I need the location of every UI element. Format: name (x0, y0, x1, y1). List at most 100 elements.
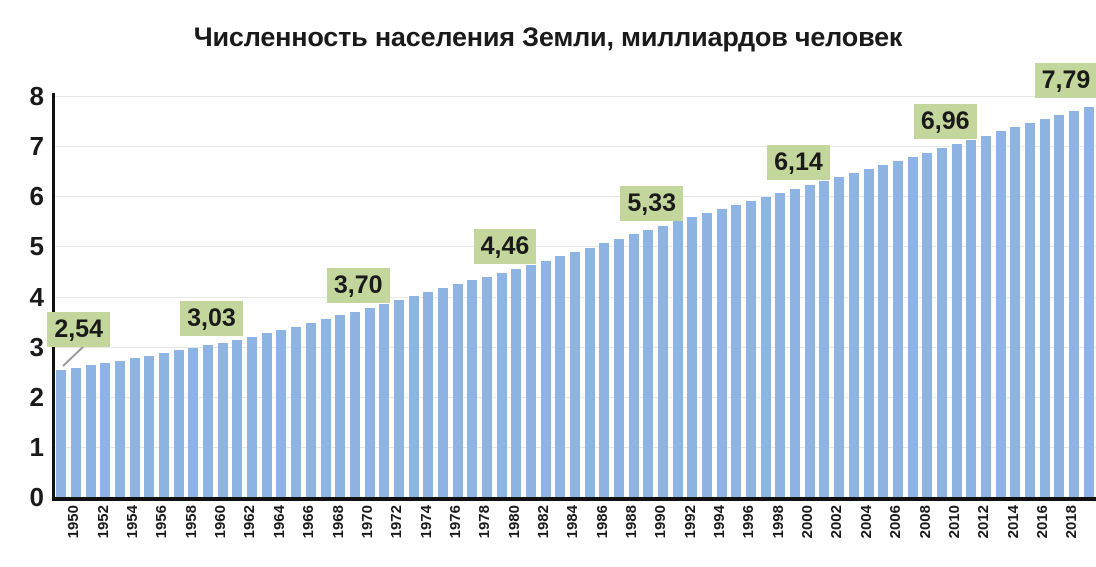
x-axis-tick-label: 1986 (593, 505, 611, 539)
bar (85, 365, 96, 497)
bar (1083, 106, 1094, 497)
x-axis-tick-label: 1952 (94, 505, 112, 539)
x-axis-tick-label: 1966 (300, 505, 318, 539)
bar (56, 369, 67, 497)
bar (1010, 127, 1021, 497)
bar (159, 352, 170, 497)
x-axis-tick-label: 2008 (916, 505, 934, 539)
bar (247, 336, 258, 497)
bar (907, 156, 918, 497)
bar (760, 197, 771, 497)
bar (599, 243, 610, 497)
x-axis-tick-label: 2012 (975, 505, 993, 539)
bar (423, 292, 434, 497)
bar (966, 139, 977, 497)
bar (511, 269, 522, 497)
bar (922, 152, 933, 497)
bar (129, 358, 140, 497)
y-axis-tick-label: 6 (29, 181, 44, 212)
bar (320, 319, 331, 497)
x-axis-tick-label: 2006 (887, 505, 905, 539)
bar (658, 225, 669, 497)
bar (173, 350, 184, 497)
chart-title: Численность населения Земли, миллиардов … (193, 22, 903, 52)
x-axis-tick-label: 1956 (153, 505, 171, 539)
bar (1024, 122, 1035, 497)
bar (115, 360, 126, 497)
y-axis-tick-label: 1 (29, 431, 44, 462)
x-axis-tick-label: 2014 (1004, 505, 1022, 539)
data-callout: 3,70 (326, 267, 390, 303)
y-axis-tick-label: 7 (29, 131, 44, 162)
bar (305, 323, 316, 497)
x-axis-tick-label: 1994 (711, 505, 729, 539)
bar (848, 173, 859, 497)
bar (643, 229, 654, 497)
y-axis-tick-label: 5 (29, 231, 44, 262)
x-axis-line (52, 497, 1096, 501)
data-callout: 6,14 (767, 145, 830, 181)
x-axis-tick-label: 2010 (945, 505, 963, 539)
y-axis-tick-label: 4 (29, 281, 44, 312)
x-axis-tick-label: 1970 (358, 505, 376, 539)
x-axis-tick-label: 2000 (799, 505, 817, 539)
x-axis-tick-label: 2004 (857, 505, 875, 539)
bar (1039, 118, 1050, 497)
bar (276, 330, 287, 497)
x-axis-tick-label: 2018 (1063, 505, 1081, 539)
x-axis-tick-label: 2002 (828, 505, 846, 539)
gridline (54, 146, 1096, 148)
bar (1054, 114, 1065, 497)
bar (188, 347, 199, 497)
bar (672, 221, 683, 497)
x-axis-tick-label: 2016 (1033, 505, 1051, 539)
data-callout: 7,79 (1034, 62, 1096, 98)
bar (936, 148, 947, 497)
x-axis-tick-label: 1982 (534, 505, 552, 539)
x-axis-tick-label: 1968 (329, 505, 347, 539)
x-axis-tick-label: 1978 (476, 505, 494, 539)
bar (349, 311, 360, 497)
bar (584, 247, 595, 497)
bar (951, 144, 962, 497)
y-axis-line (52, 93, 55, 500)
gridline (54, 246, 1096, 248)
y-axis-tick-label: 2 (29, 381, 44, 412)
x-axis-tick-label: 1960 (212, 505, 230, 539)
bar (570, 252, 580, 497)
x-axis-tick-label: 1974 (417, 505, 435, 539)
bar (467, 280, 478, 497)
bar (628, 234, 639, 497)
data-callout: 3,03 (180, 301, 243, 337)
bar (335, 315, 346, 497)
x-axis-tick-label: 1964 (270, 505, 288, 539)
bar (980, 135, 991, 497)
bar (687, 217, 698, 497)
x-axis-tick-label: 1984 (564, 505, 582, 539)
bar (452, 284, 463, 497)
x-axis-tick-label: 1954 (124, 505, 142, 539)
bar (716, 209, 727, 497)
bar (775, 193, 786, 497)
x-axis-tick-label: 1996 (740, 505, 758, 539)
bar (217, 342, 228, 497)
x-axis-tick-label: 1992 (681, 505, 699, 539)
bar (819, 181, 830, 497)
x-axis-tick-label: 1988 (623, 505, 641, 539)
bar (408, 295, 419, 497)
x-axis-tick-label: 1990 (652, 505, 670, 539)
bar (702, 213, 713, 497)
x-axis-tick-label: 1980 (505, 505, 523, 539)
plot-area (54, 96, 1096, 497)
bar (481, 276, 492, 497)
bar (834, 177, 845, 497)
bar (863, 169, 874, 497)
bar (393, 299, 404, 497)
bar (144, 355, 155, 497)
bar (364, 307, 375, 497)
data-callout: 6,96 (913, 104, 977, 140)
bar (790, 189, 801, 497)
gridline (54, 96, 1096, 97)
